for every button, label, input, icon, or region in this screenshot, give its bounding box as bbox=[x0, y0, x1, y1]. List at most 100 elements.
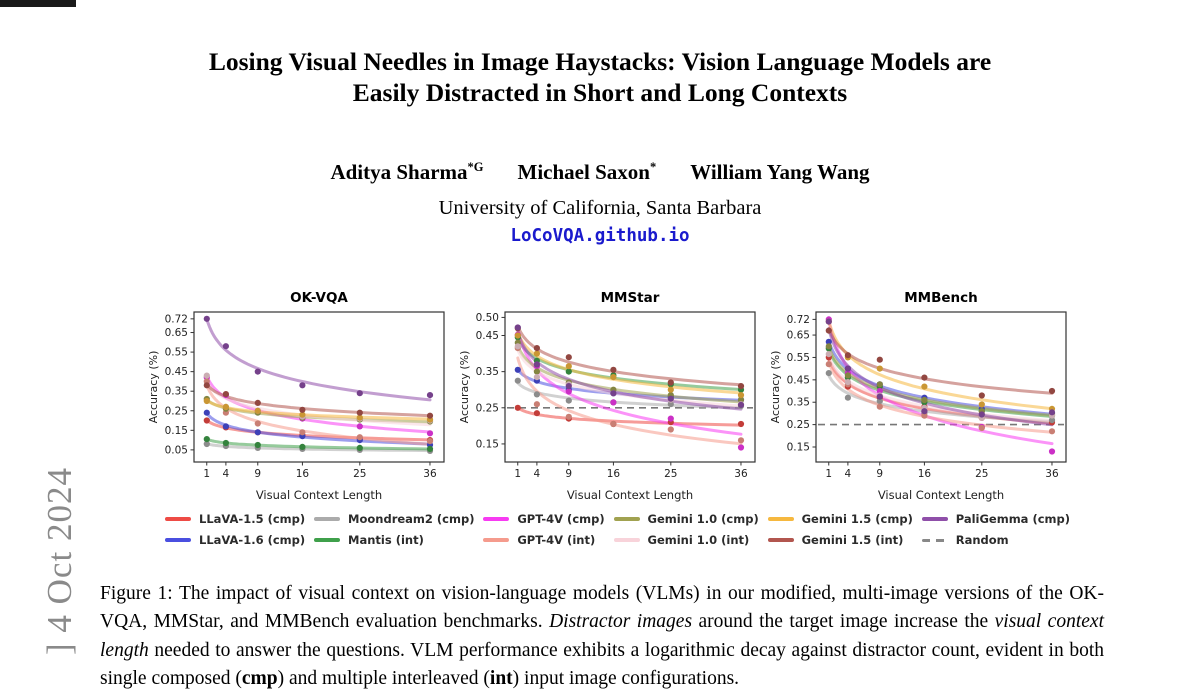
series-dot bbox=[876, 398, 883, 405]
x-tick-label: 4 bbox=[223, 468, 230, 480]
legend-item: Gemini 1.0 (int) bbox=[613, 533, 759, 547]
series-dot bbox=[876, 387, 883, 395]
legend-item: LLaVA-1.5 (cmp) bbox=[165, 512, 305, 526]
legend-column: GPT-4V (cmp) GPT-4V (int) bbox=[483, 512, 605, 547]
series-dot bbox=[533, 374, 540, 381]
x-tick-label: 1 bbox=[514, 468, 521, 480]
series-dot bbox=[514, 404, 521, 411]
series-line bbox=[205, 398, 432, 421]
series-line bbox=[516, 406, 743, 427]
series-dot bbox=[737, 420, 745, 428]
series-dot bbox=[514, 332, 521, 339]
series-dot bbox=[533, 410, 540, 417]
legend-item: Mantis (int) bbox=[314, 533, 474, 547]
paper-title-line1: Losing Visual Needles in Image Haystacks… bbox=[208, 47, 992, 76]
series-dot bbox=[876, 356, 883, 363]
legend-item: GPT-4V (cmp) bbox=[483, 512, 605, 526]
series-dot bbox=[737, 383, 745, 390]
y-tick-label: 0.65 bbox=[165, 327, 188, 339]
plot-border bbox=[815, 311, 1067, 463]
y-tick-label: 0.45 bbox=[165, 366, 188, 378]
x-axis-label: Visual Context Length bbox=[878, 488, 1004, 502]
legend-line-swatch bbox=[483, 517, 510, 521]
series-dot bbox=[299, 443, 306, 450]
x-tick-label: 16 bbox=[607, 468, 621, 480]
series-dot bbox=[610, 390, 617, 397]
series-line bbox=[516, 324, 743, 387]
series-dot bbox=[610, 420, 617, 428]
chart-panel-mmstar: MMStar 0.15 0.25 0.35 0.45 0.50 1 4 9 16 25 36 Visua… bbox=[457, 288, 763, 506]
series-dot bbox=[426, 438, 434, 445]
series-dot bbox=[254, 441, 261, 449]
series-dot bbox=[667, 426, 674, 433]
caption-segment: ) input image configurations. bbox=[512, 668, 740, 689]
series-dot bbox=[533, 361, 540, 368]
series-dot bbox=[565, 413, 572, 420]
legend-item: Gemini 1.5 (int) bbox=[767, 533, 913, 547]
caption-segment: Distractor images bbox=[549, 611, 693, 632]
y-tick-label: 0.45 bbox=[787, 374, 810, 386]
series-dot bbox=[978, 424, 985, 432]
series-dot bbox=[921, 412, 928, 419]
affiliation: University of California, Santa Barbara bbox=[438, 197, 762, 219]
figure-1: OK-VQA 0.05 0.15 0.25 0.35 0.45 0.55 0.65 0.72 1 4… bbox=[146, 288, 1082, 506]
legend-line-swatch bbox=[613, 517, 640, 521]
project-link-row: LoCoVQA.github.io bbox=[0, 226, 1200, 246]
y-tick-label: 0.15 bbox=[165, 425, 188, 437]
series-dot bbox=[921, 374, 928, 381]
y-tick-label: 0.35 bbox=[787, 397, 810, 409]
series-dot bbox=[203, 417, 210, 424]
legend-item: Random bbox=[921, 533, 1070, 547]
series-line bbox=[205, 382, 432, 418]
legend-label: GPT-4V (cmp) bbox=[517, 512, 605, 526]
legend-label: LLaVA-1.5 (cmp) bbox=[199, 512, 306, 526]
series-dots bbox=[825, 316, 1056, 455]
x-tick-label: 16 bbox=[918, 468, 932, 480]
series-dot bbox=[222, 439, 229, 447]
series-line bbox=[205, 437, 432, 451]
x-tick-label: 25 bbox=[664, 468, 677, 480]
y-axis-label: Accuracy (%) bbox=[147, 351, 160, 424]
series-dot bbox=[565, 397, 572, 404]
project-link[interactable]: LoCoVQA.github.io bbox=[510, 226, 690, 246]
y-tick-label: 0.35 bbox=[165, 386, 188, 398]
series-dot bbox=[737, 392, 745, 399]
series-dot bbox=[514, 377, 521, 384]
series-dot bbox=[825, 351, 832, 358]
series-dots bbox=[514, 324, 745, 451]
paper-title: Losing Visual Needles in Image Haystacks… bbox=[0, 46, 1200, 108]
series-line bbox=[827, 327, 1054, 427]
author-name: Aditya Sharma*G bbox=[330, 160, 484, 184]
series-lines bbox=[827, 318, 1054, 446]
legend-label: Gemini 1.0 (int) bbox=[647, 533, 750, 547]
series-line bbox=[827, 344, 1054, 417]
series-dot bbox=[844, 372, 851, 379]
y-tick-label: 0.72 bbox=[165, 313, 188, 325]
series-dot bbox=[610, 366, 617, 373]
series-dot bbox=[1048, 387, 1056, 395]
series-dot bbox=[565, 368, 572, 375]
y-tick-label: 0.72 bbox=[787, 314, 810, 326]
y-tick-label: 0.25 bbox=[476, 402, 499, 414]
legend-label: LLaVA-1.6 (cmp) bbox=[199, 533, 306, 547]
caption-segment: int bbox=[489, 668, 513, 689]
x-tick-label: 1 bbox=[203, 468, 210, 480]
legend-line-swatch bbox=[767, 517, 794, 521]
legend-item: Moondream2 (cmp) bbox=[314, 512, 474, 526]
series-dot bbox=[610, 374, 617, 381]
series-dot bbox=[426, 445, 434, 452]
x-tick-label: 36 bbox=[1045, 468, 1059, 480]
series-dot bbox=[737, 437, 745, 444]
series-dot bbox=[222, 343, 229, 350]
legend-line-swatch bbox=[613, 538, 640, 542]
legend-label: Moondream2 (cmp) bbox=[348, 512, 475, 526]
author-superscript: * bbox=[649, 160, 657, 174]
series-dot bbox=[737, 396, 745, 403]
x-tick-label: 9 bbox=[876, 468, 883, 480]
legend-line-swatch bbox=[767, 538, 794, 542]
series-dot bbox=[356, 414, 363, 421]
legend-line-swatch bbox=[921, 517, 948, 521]
y-tick-label: 0.55 bbox=[787, 352, 810, 364]
series-line bbox=[516, 330, 743, 411]
series-dot bbox=[203, 440, 210, 448]
